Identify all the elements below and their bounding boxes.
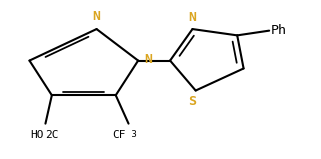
Text: Ph: Ph [271,24,287,37]
Text: N: N [188,11,196,24]
Text: N: N [144,52,152,66]
Text: 2C: 2C [45,130,58,140]
Text: N: N [92,10,100,23]
Text: HO: HO [30,130,44,140]
Text: 3: 3 [126,130,137,139]
Text: CF: CF [112,130,125,140]
Text: S: S [188,95,196,108]
